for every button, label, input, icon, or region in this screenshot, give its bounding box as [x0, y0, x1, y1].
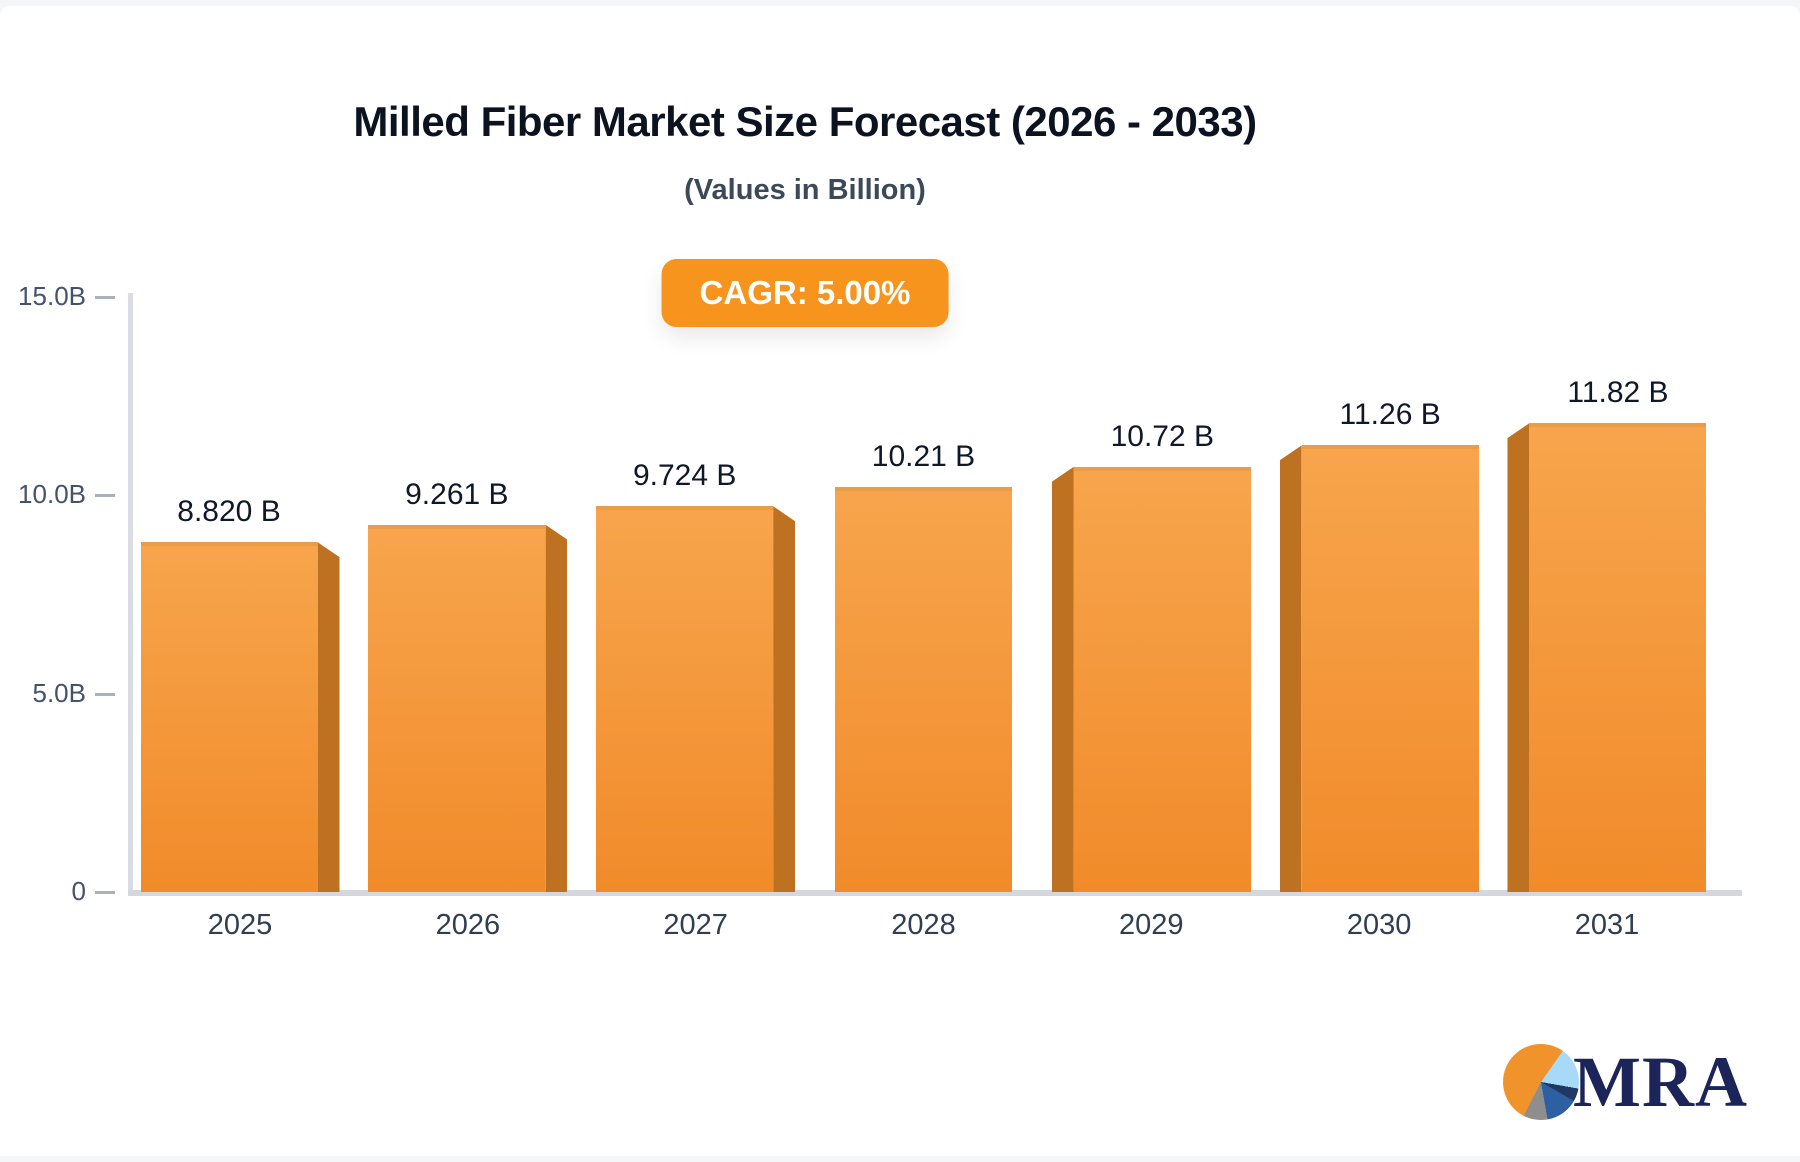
bar-value-label: 9.261 B [405, 477, 509, 511]
bar-side-face [545, 524, 568, 892]
bar-value-label: 10.72 B [1110, 419, 1215, 453]
x-tick-label: 2030 [1346, 909, 1412, 941]
bar-value-label: 10.21 B [871, 439, 976, 473]
x-tick-label: 2028 [891, 909, 956, 941]
x-tick-label: 2031 [1574, 909, 1640, 941]
chart-subtitle: (Values in Billion) [684, 174, 926, 206]
bar-side-face [1507, 423, 1530, 892]
bar-side-face [1051, 466, 1074, 892]
bar-side-face [317, 542, 340, 892]
cagr-badge: CAGR: 5.00% [661, 259, 949, 327]
bar [1073, 466, 1251, 892]
bar [368, 524, 546, 892]
y-tick-label: 0 [71, 876, 86, 906]
x-tick-label: 2029 [1119, 909, 1184, 941]
bar-value-label: 11.82 B [1567, 376, 1669, 410]
bar [834, 486, 1012, 892]
y-tick-label: 5.0B [32, 677, 87, 708]
x-tick-label: 2026 [435, 909, 501, 941]
bar-side-face [1279, 445, 1302, 892]
chart-card: Milled Fiber Market Size Forecast (2026 … [0, 6, 1800, 1156]
y-tick-dash [95, 295, 115, 299]
y-tick-dash [95, 494, 115, 498]
bar [596, 506, 774, 892]
y-tick-label: 15.0B [18, 280, 86, 311]
plot-area: 15.0B 10.0B 5.0B 0 8.820 B 2025 9.261 B 2026 9.7… [0, 6, 1800, 1162]
x-tick-label: 2027 [663, 909, 728, 941]
y-tick-dash [95, 692, 115, 696]
x-axis-line [128, 890, 1742, 896]
brand-logo: MRA [1503, 1044, 1748, 1120]
bar-value-label: 11.26 B [1339, 398, 1441, 432]
y-tick-label: 10.0B [18, 479, 86, 510]
bar [1301, 445, 1479, 892]
bar [140, 542, 318, 892]
logo-text: MRA [1573, 1042, 1748, 1122]
bar-value-label: 8.820 B [177, 495, 281, 529]
bar-side-face [773, 506, 796, 892]
y-tick-dash [95, 891, 115, 894]
bar [1529, 423, 1707, 892]
y-axis-line [128, 293, 133, 894]
x-tick-label: 2025 [207, 909, 273, 941]
bar-value-label: 9.724 B [632, 459, 737, 493]
pie-chart-logo-icon [1503, 1044, 1579, 1120]
chart-title: Milled Fiber Market Size Forecast (2026 … [353, 98, 1257, 145]
